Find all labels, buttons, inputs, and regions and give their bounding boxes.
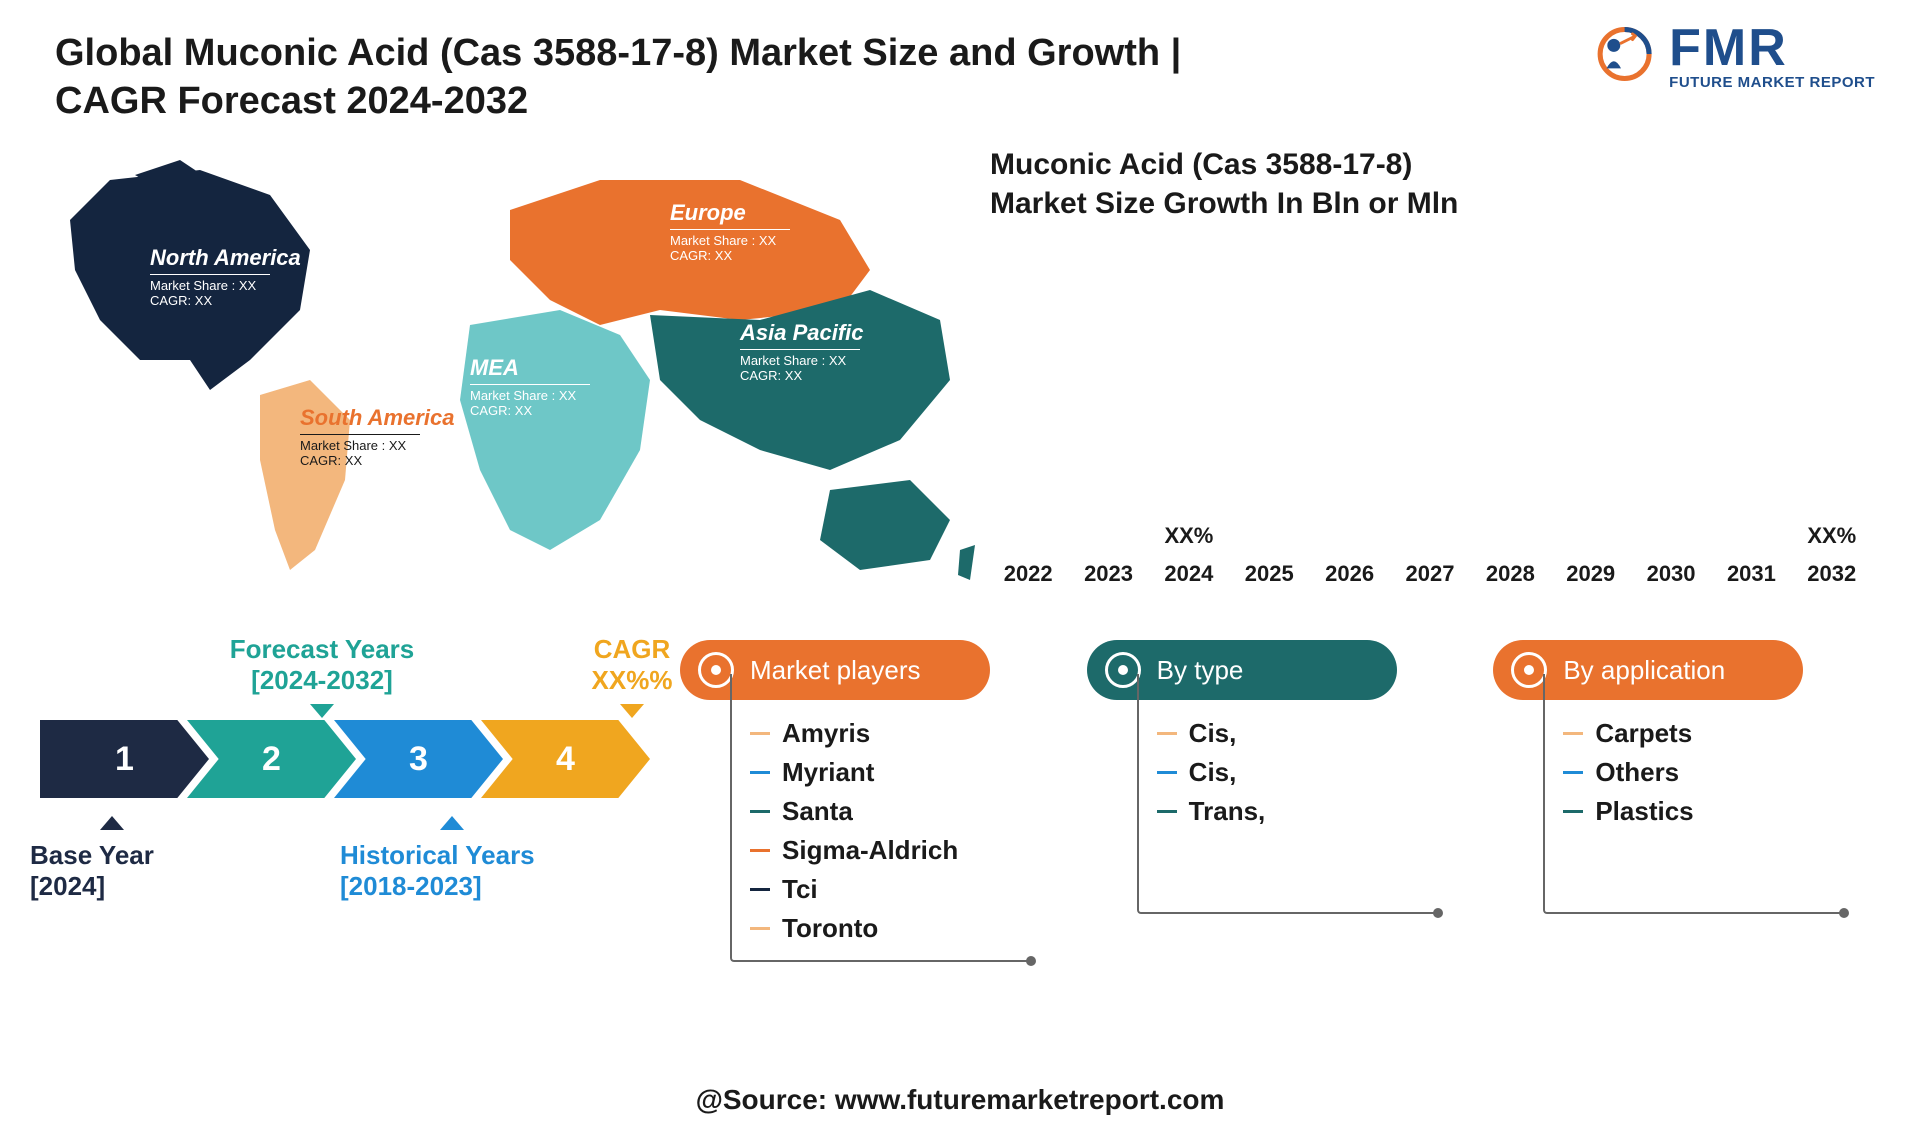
category-2: By applicationCarpetsOthersPlastics [1493, 640, 1860, 962]
step-label-base: Base Year [2024] [30, 840, 270, 902]
dot-icon [698, 652, 734, 688]
world-map: North America Market Share : XX CAGR: XX… [40, 150, 980, 590]
list-item-label: Myriant [782, 757, 874, 788]
timeline-steps: Forecast Years [2024-2032] CAGR XX%% 123… [40, 640, 650, 808]
step-2: 2 [187, 720, 356, 798]
category-frame: Cis, Cis, Trans, [1137, 674, 1437, 914]
growth-bar-chart: Muconic Acid (Cas 3588-17-8) Market Size… [990, 145, 1870, 585]
list-item-label: Santa [782, 796, 853, 827]
list-item: Myriant [732, 753, 1030, 792]
bar-category-label: 2022 [994, 561, 1062, 587]
step-1: 1 [40, 720, 209, 798]
list-item-label: Cis, [1189, 757, 1237, 788]
globe-person-icon [1585, 18, 1657, 95]
tick-icon [750, 732, 770, 735]
step-4: 4 [481, 720, 650, 798]
bar-category-label: 2027 [1396, 561, 1464, 587]
bar-category-label: 2031 [1717, 561, 1785, 587]
list-item: Carpets [1545, 714, 1843, 753]
tick-icon [1563, 771, 1583, 774]
region-au [820, 480, 950, 570]
list-item: Amyris [732, 714, 1030, 753]
category-0: Market playersAmyrisMyriantSantaSigma-Al… [680, 640, 1047, 962]
map-label-eu: Europe Market Share : XX CAGR: XX [670, 200, 790, 263]
logo: FMR FUTURE MARKET REPORT [1585, 18, 1875, 95]
map-label-sa: South America Market Share : XX CAGR: XX [300, 405, 454, 468]
tick-icon [1563, 732, 1583, 735]
list-item-label: Sigma-Aldrich [782, 835, 958, 866]
page-title: Global Muconic Acid (Cas 3588-17-8) Mark… [55, 30, 1255, 125]
list-item-label: Carpets [1595, 718, 1692, 749]
map-label-ap: Asia Pacific Market Share : XX CAGR: XX [740, 320, 864, 383]
bar-category-label: 2026 [1315, 561, 1383, 587]
dot-icon [1511, 652, 1547, 688]
tick-icon [1157, 771, 1177, 774]
list-item: Plastics [1545, 792, 1843, 831]
list-item: Others [1545, 753, 1843, 792]
tick-icon [1157, 732, 1177, 735]
bar-category-label: 2030 [1637, 561, 1705, 587]
source-line: @Source: www.futuremarketreport.com [0, 1084, 1920, 1116]
step-3: 3 [334, 720, 503, 798]
bar-top-label: XX% [1155, 523, 1223, 549]
list-item-label: Cis, [1189, 718, 1237, 749]
dot-icon [1105, 652, 1141, 688]
tick-icon [1157, 810, 1177, 813]
category-frame: Carpets Others Plastics [1543, 674, 1843, 914]
list-item: Cis, [1139, 753, 1437, 792]
list-item: Cis, [1139, 714, 1437, 753]
category-columns: Market playersAmyrisMyriantSantaSigma-Al… [680, 640, 1860, 962]
bar-category-label: 2028 [1476, 561, 1544, 587]
list-item: Trans, [1139, 792, 1437, 831]
region-nz [958, 545, 975, 580]
tick-icon [750, 771, 770, 774]
map-label-mea: MEA Market Share : XX CAGR: XX [470, 355, 590, 418]
logo-text-main: FMR [1669, 22, 1875, 74]
list-item-label: Plastics [1595, 796, 1693, 827]
category-1: By typeCis,Cis,Trans, [1087, 640, 1454, 962]
tick-icon [750, 888, 770, 891]
category-frame: Amyris Myriant Santa Sigma-Aldrich Tci Toront… [730, 674, 1030, 962]
list-item-label: Amyris [782, 718, 870, 749]
step-label-forecast: Forecast Years [2024-2032] [202, 634, 442, 696]
tick-icon [750, 810, 770, 813]
map-label-na: North America Market Share : XX CAGR: XX [150, 245, 301, 308]
tick-icon [750, 849, 770, 852]
bar-category-label: 2024 [1155, 561, 1223, 587]
list-item: Tci [732, 870, 1030, 909]
tick-icon [1563, 810, 1583, 813]
list-item-label: Others [1595, 757, 1679, 788]
list-item: Toronto [732, 909, 1030, 948]
list-item-label: Tci [782, 874, 818, 905]
list-item: Santa [732, 792, 1030, 831]
list-item-label: Trans, [1189, 796, 1266, 827]
bar-category-label: 2032 [1798, 561, 1866, 587]
chart-title: Muconic Acid (Cas 3588-17-8) Market Size… [990, 145, 1510, 223]
bar-category-label: 2023 [1074, 561, 1142, 587]
bar-category-label: 2025 [1235, 561, 1303, 587]
step-label-historical: Historical Years [2018-2023] [340, 840, 580, 902]
logo-text-sub: FUTURE MARKET REPORT [1669, 74, 1875, 91]
region-mea [460, 310, 650, 550]
list-item: Sigma-Aldrich [732, 831, 1030, 870]
list-item-label: Toronto [782, 913, 878, 944]
bar-top-label: XX% [1798, 523, 1866, 549]
bar-category-label: 2029 [1557, 561, 1625, 587]
tick-icon [750, 927, 770, 930]
